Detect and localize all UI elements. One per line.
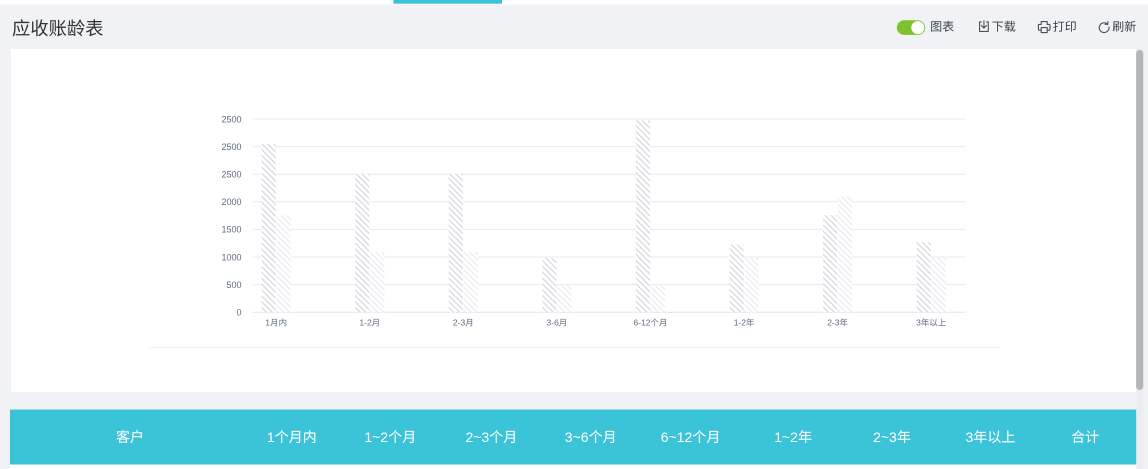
svg-text:2500: 2500: [222, 142, 242, 152]
svg-text:6-12: 6-12: [634, 318, 651, 328]
svg-text:2-3: 2-3: [453, 318, 466, 328]
svg-text:1: 1: [265, 318, 270, 328]
svg-text:3~6: 3~6: [565, 429, 589, 445]
svg-text:0: 0: [237, 308, 242, 318]
svg-text:2500: 2500: [222, 170, 242, 180]
svg-text:2500: 2500: [222, 114, 242, 124]
svg-text:1500: 1500: [222, 225, 242, 235]
svg-text:1~2: 1~2: [774, 429, 798, 445]
svg-text:1-2: 1-2: [734, 318, 747, 328]
svg-text:6~12: 6~12: [661, 429, 693, 445]
svg-text:1-2: 1-2: [359, 318, 372, 328]
svg-text:3: 3: [966, 429, 974, 445]
svg-text:1: 1: [267, 429, 275, 445]
svg-text:3: 3: [916, 318, 921, 328]
svg-text:3-6: 3-6: [547, 318, 560, 328]
svg-text:2-3: 2-3: [827, 318, 840, 328]
svg-text:1~2: 1~2: [364, 429, 388, 445]
svg-text:1000: 1000: [222, 252, 242, 262]
svg-text:2~3: 2~3: [466, 429, 490, 445]
svg-text:500: 500: [227, 280, 242, 290]
svg-text:2~3: 2~3: [873, 429, 897, 445]
svg-text:2000: 2000: [222, 197, 242, 207]
